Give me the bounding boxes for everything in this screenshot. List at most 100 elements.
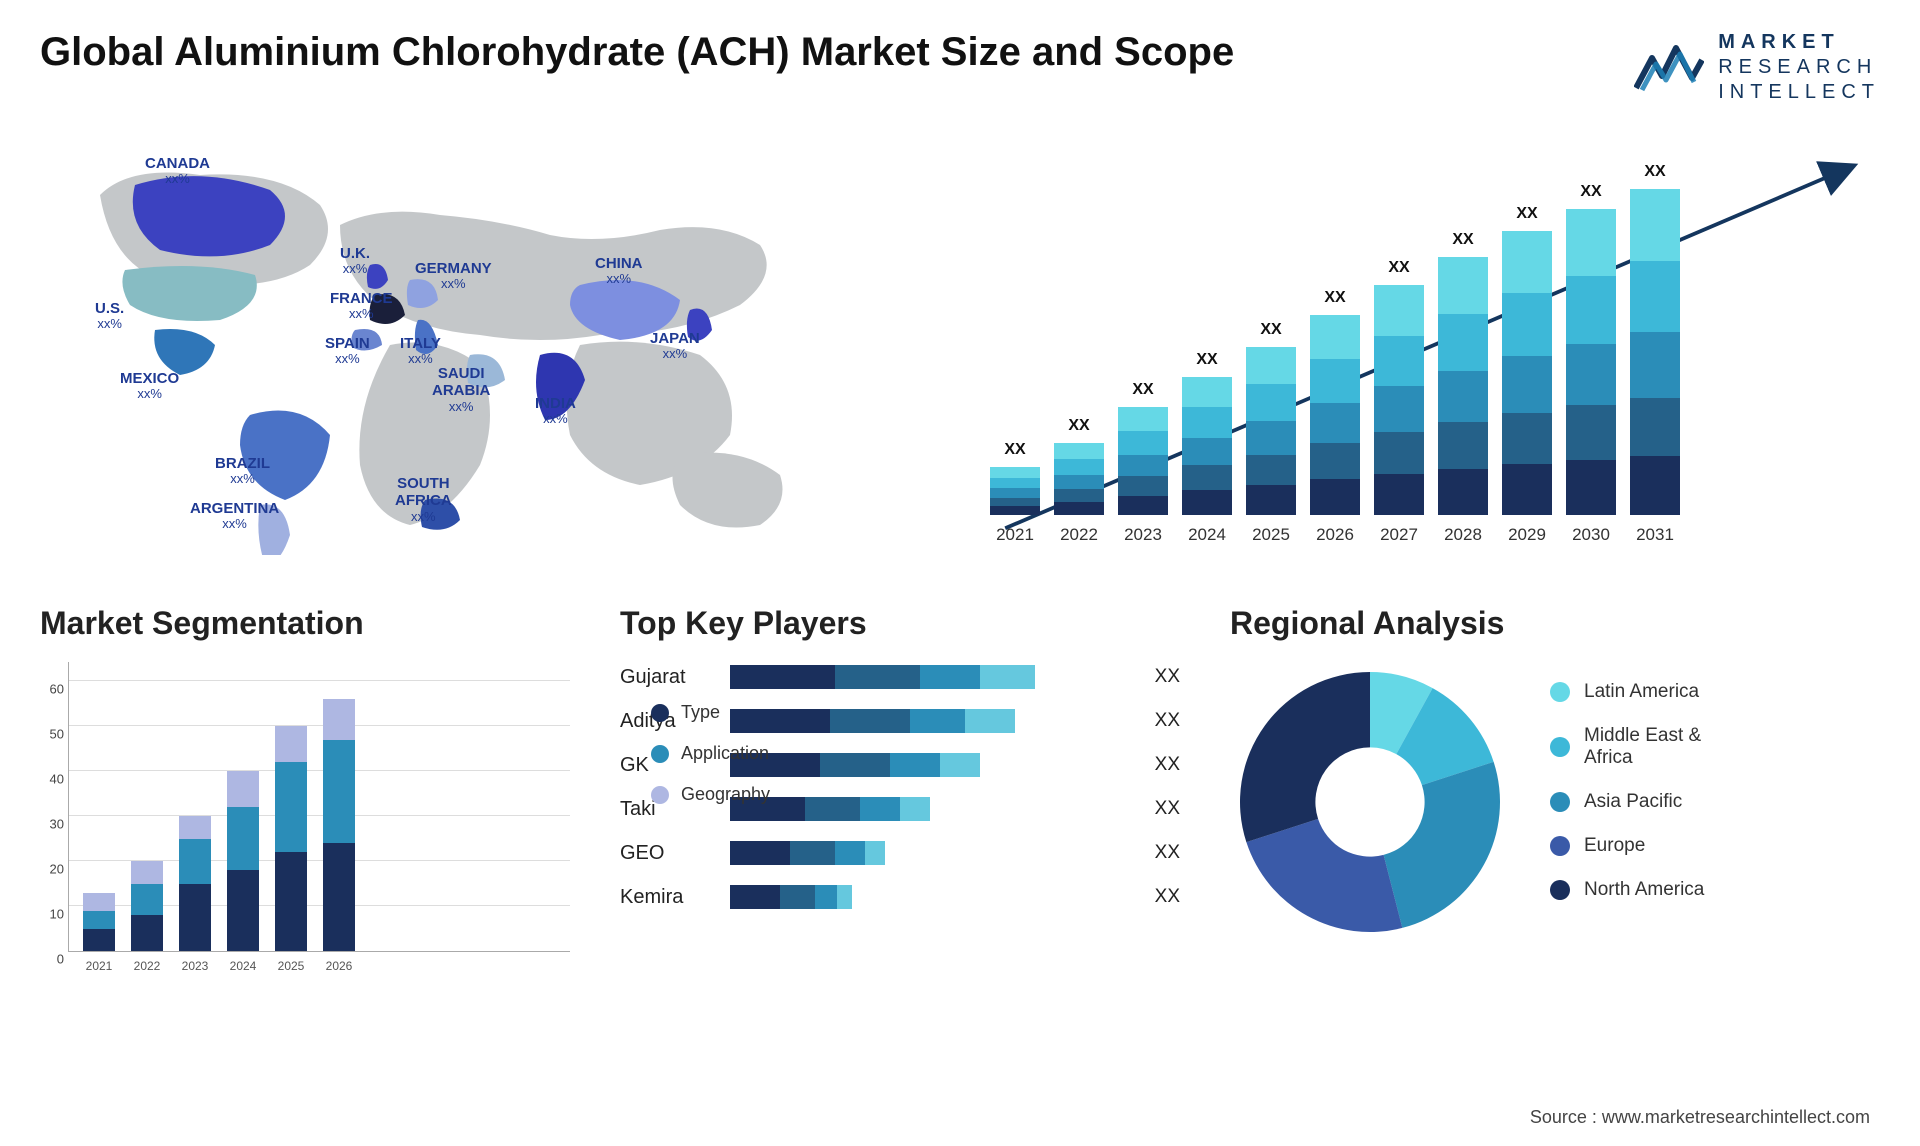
growth-year-label: 2025 (1246, 525, 1296, 545)
seg-legend-item: Application (651, 743, 770, 764)
seg-ytick: 10 (50, 907, 64, 922)
region-legend-item: Europe (1550, 835, 1704, 857)
logo-mark-icon (1634, 38, 1704, 98)
page-title: Global Aluminium Chlorohydrate (ACH) Mar… (40, 30, 1234, 75)
donut-slice (1240, 672, 1370, 842)
player-value: XX (1155, 754, 1180, 776)
world-map: CANADAxx% U.S.xx% MEXICOxx% BRAZILxx% ARGENT… (40, 135, 940, 555)
regions-donut (1230, 662, 1510, 942)
map-label-saudi-arabia: SAUDIARABIAxx% (432, 365, 490, 414)
growth-year-label: 2021 (990, 525, 1040, 545)
growth-bar-2027 (1374, 285, 1424, 515)
map-label-mexico: MEXICOxx% (120, 370, 179, 402)
player-row: Kemira XX (620, 882, 1180, 912)
region-legend-item: North America (1550, 879, 1704, 901)
growth-year-label: 2030 (1566, 525, 1616, 545)
region-legend-item: Asia Pacific (1550, 791, 1704, 813)
growth-year-label: 2031 (1630, 525, 1680, 545)
growth-bar-label: XX (1438, 231, 1488, 249)
seg-bar-2025 (275, 726, 307, 951)
map-label-canada: CANADAxx% (145, 155, 210, 187)
seg-ytick: 50 (50, 727, 64, 742)
seg-year-label: 2022 (131, 959, 163, 973)
map-label-u-s-: U.S.xx% (95, 300, 124, 332)
brand-logo: MARKET RESEARCH INTELLECT (1634, 30, 1880, 105)
growth-bar-label: XX (1374, 259, 1424, 277)
seg-year-label: 2021 (83, 959, 115, 973)
regions-legend: Latin America Middle East &Africa Asia Pac… (1550, 681, 1704, 923)
seg-bar-2023 (179, 816, 211, 951)
donut-slice (1384, 762, 1500, 928)
map-mexico (154, 329, 215, 375)
growth-bar-2024 (1182, 377, 1232, 515)
growth-year-label: 2027 (1374, 525, 1424, 545)
player-row: Gujarat XX (620, 662, 1180, 692)
seg-year-label: 2026 (323, 959, 355, 973)
growth-bar-2031 (1630, 189, 1680, 515)
world-map-svg (40, 135, 940, 555)
player-value: XX (1155, 710, 1180, 732)
growth-bar-2023 (1118, 407, 1168, 515)
seg-ytick: 40 (50, 772, 64, 787)
growth-year-label: 2022 (1054, 525, 1104, 545)
player-value: XX (1155, 798, 1180, 820)
player-value: XX (1155, 842, 1180, 864)
growth-bar-label: XX (1246, 321, 1296, 339)
seg-bar-2022 (131, 861, 163, 951)
segmentation-title: Market Segmentation (40, 605, 570, 642)
growth-chart: XX 2021 XX 2022 XX 2023 XX 2024 XX 2025 XX 2026 XX 20… (980, 135, 1880, 555)
player-name: Kemira (620, 886, 730, 909)
seg-ytick: 60 (50, 682, 64, 697)
map-label-italy: ITALYxx% (400, 335, 441, 367)
growth-bar-label: XX (1502, 205, 1552, 223)
growth-bar-label: XX (1566, 183, 1616, 201)
growth-bar-2029 (1502, 231, 1552, 515)
growth-bar-label: XX (1310, 289, 1360, 307)
player-value: XX (1155, 886, 1180, 908)
map-label-south-africa: SOUTHAFRICAxx% (395, 475, 452, 524)
region-legend-item: Middle East &Africa (1550, 725, 1704, 769)
growth-bar-2026 (1310, 315, 1360, 515)
growth-bar-label: XX (990, 441, 1040, 459)
map-label-brazil: BRAZILxx% (215, 455, 270, 487)
donut-slice (1246, 819, 1402, 932)
growth-bar-2021 (990, 467, 1040, 515)
growth-bar-2028 (1438, 257, 1488, 515)
player-value: XX (1155, 666, 1180, 688)
map-us (122, 266, 256, 321)
growth-trend-arrow (980, 135, 1880, 664)
seg-bar-2026 (323, 699, 355, 951)
growth-bar-label: XX (1118, 381, 1168, 399)
growth-bar-label: XX (1182, 351, 1232, 369)
seg-year-label: 2024 (227, 959, 259, 973)
growth-bar-2025 (1246, 347, 1296, 515)
growth-year-label: 2026 (1310, 525, 1360, 545)
player-name: Gujarat (620, 666, 730, 689)
seg-ytick: 20 (50, 862, 64, 877)
seg-legend-item: Geography (651, 784, 770, 805)
growth-year-label: 2029 (1502, 525, 1552, 545)
seg-legend-item: Type (651, 702, 770, 723)
map-canada (133, 176, 285, 256)
map-label-spain: SPAINxx% (325, 335, 370, 367)
player-name: GEO (620, 842, 730, 865)
logo-line3: INTELLECT (1718, 80, 1880, 105)
logo-line1: MARKET (1718, 30, 1880, 55)
segmentation-chart: 0102030405060 202120222023202420252026 T… (40, 662, 570, 952)
region-legend-item: Latin America (1550, 681, 1704, 703)
growth-bar-label: XX (1054, 417, 1104, 435)
seg-year-label: 2025 (275, 959, 307, 973)
map-label-japan: JAPANxx% (650, 330, 700, 362)
map-label-india: INDIAxx% (535, 395, 576, 427)
map-label-france: FRANCExx% (330, 290, 393, 322)
growth-year-label: 2024 (1182, 525, 1232, 545)
map-label-germany: GERMANYxx% (415, 260, 492, 292)
seg-year-label: 2023 (179, 959, 211, 973)
map-label-china: CHINAxx% (595, 255, 643, 287)
growth-year-label: 2023 (1118, 525, 1168, 545)
growth-bar-label: XX (1630, 163, 1680, 181)
map-label-argentina: ARGENTINAxx% (190, 500, 279, 532)
seg-bar-2021 (83, 893, 115, 952)
growth-bar-2022 (1054, 443, 1104, 515)
player-row: GEO XX (620, 838, 1180, 868)
